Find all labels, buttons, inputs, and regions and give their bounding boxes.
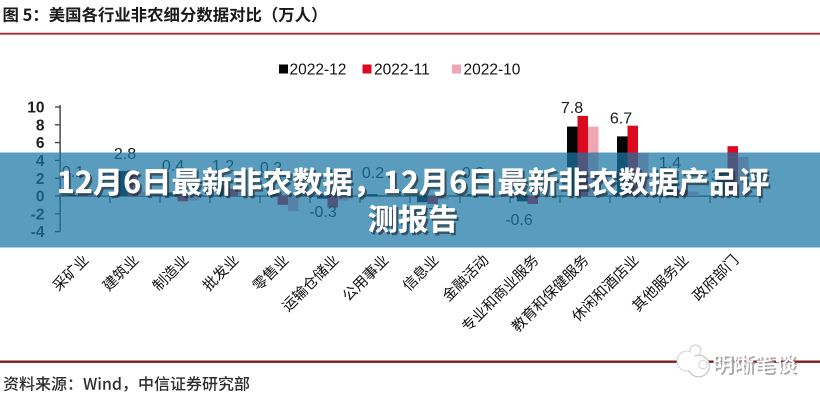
svg-text:6.7: 6.7 [610, 110, 632, 127]
svg-text:2022-11: 2022-11 [374, 62, 430, 79]
svg-text:2022-10: 2022-10 [464, 62, 521, 79]
svg-text:7.8: 7.8 [561, 100, 583, 117]
svg-text:6: 6 [36, 135, 45, 152]
svg-text:2022-12: 2022-12 [290, 62, 347, 79]
svg-text:8: 8 [36, 117, 45, 134]
svg-text:10: 10 [27, 100, 44, 117]
